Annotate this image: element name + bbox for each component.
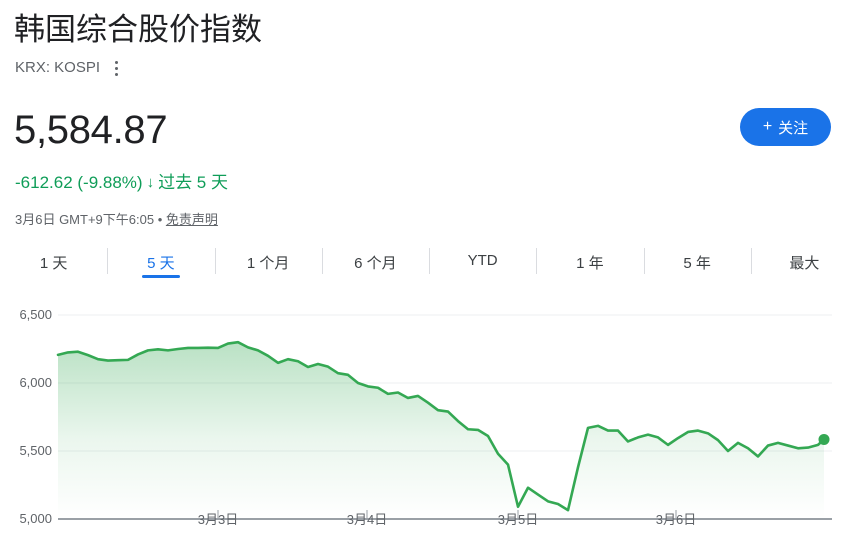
tab-6[interactable]: 1 年 xyxy=(536,240,643,285)
x-axis-label: 3月5日 xyxy=(497,512,539,527)
x-axis-label: 3月4日 xyxy=(346,512,388,527)
follow-button[interactable]: + 关注 xyxy=(740,108,831,146)
x-axis-label: 3月3日 xyxy=(197,512,239,527)
quote-timestamp: 3月6日 GMT+9下午6:05 • 免责声明 xyxy=(15,211,218,229)
y-axis-label: 5,500 xyxy=(19,443,52,458)
price-chart[interactable]: 5,000 5,500 6,000 6,500 3月3日 3月4日 3月5日 3月6日 xyxy=(0,290,858,560)
price-change: -612.62 (-9.88%) ↓ 过去 5 天 xyxy=(15,170,228,196)
y-axis-label: 5,000 xyxy=(19,511,52,526)
tab-5[interactable]: YTD xyxy=(429,240,536,285)
follow-button-label: 关注 xyxy=(778,119,809,137)
exchange-row: KRX: KOSPI xyxy=(15,58,125,78)
page-title: 韩国综合股价指数 xyxy=(14,12,262,47)
tab-label: 1 天 xyxy=(39,255,68,272)
y-axis-label: 6,500 xyxy=(19,307,52,322)
plus-icon: + xyxy=(762,118,773,135)
tab-label: 5 年 xyxy=(683,255,711,272)
current-price: 5,584.87 xyxy=(14,108,168,152)
tab-label: YTD xyxy=(467,252,498,269)
disclaimer-link[interactable]: 免责声明 xyxy=(165,212,218,227)
tab-3[interactable]: 1 个月 xyxy=(214,240,322,285)
trend-down-arrow-icon: ↓ xyxy=(146,174,155,191)
tab-8[interactable]: 最大 xyxy=(750,240,858,285)
x-axis-label: 3月6日 xyxy=(655,512,697,527)
y-axis-label: 6,000 xyxy=(19,375,52,390)
price-change-value: -612.62 (-9.88%) xyxy=(15,173,143,192)
tab-7[interactable]: 5 年 xyxy=(643,240,751,285)
kebab-menu-icon[interactable] xyxy=(107,58,125,78)
chart-svg xyxy=(56,314,832,520)
exchange-label: KRX: KOSPI xyxy=(15,59,101,76)
chart-area-fill xyxy=(58,342,824,519)
last-point-marker xyxy=(818,433,830,445)
tab-label: 6 个月 xyxy=(354,255,397,272)
tab-2[interactable]: 5 天 xyxy=(107,240,214,285)
timestamp-text: 3月6日 GMT+9下午6:05 • xyxy=(15,212,163,227)
tab-label: 1 个月 xyxy=(246,255,290,272)
range-tab-bar: 1 天 5 天 1 个月 6 个月 YTD 1 年 5 年 最大 xyxy=(0,240,858,285)
price-change-period: 过去 5 天 xyxy=(158,173,228,192)
tab-1[interactable]: 1 天 xyxy=(0,240,107,285)
tab-4[interactable]: 6 个月 xyxy=(321,240,429,285)
tab-label: 5 天 xyxy=(147,255,175,272)
chart-line xyxy=(56,340,826,512)
tab-label: 最大 xyxy=(789,255,820,272)
tab-label: 1 年 xyxy=(576,255,604,272)
